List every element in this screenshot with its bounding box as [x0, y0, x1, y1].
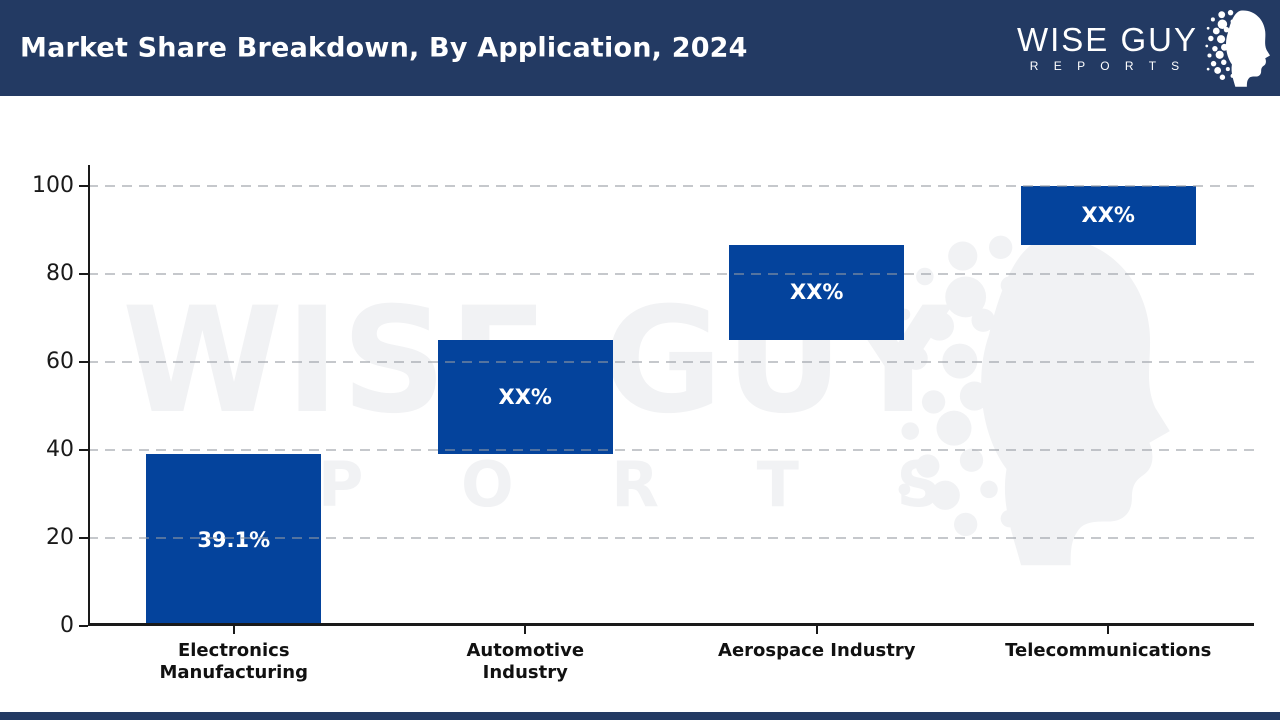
- y-tick-label: 60: [46, 349, 74, 374]
- y-tick-mark: [79, 273, 88, 275]
- bar-3: XX%: [729, 244, 905, 340]
- y-tick-label: 0: [60, 613, 74, 638]
- bar-value-label: XX%: [790, 280, 844, 305]
- plot-area: 39.1% XX% XX% XX% 0 20 40 60 80 100 Electronics Ma…: [32, 165, 1254, 683]
- bar-value-label: XX%: [1081, 203, 1135, 228]
- logo-text: WISE GUY R E P O R T S: [1016, 20, 1198, 74]
- y-tick-mark: [79, 537, 88, 539]
- y-tick-mark: [79, 185, 88, 187]
- x-axis-spine: [88, 623, 1254, 626]
- gridline-100: [88, 185, 1254, 187]
- x-tick-mark: [232, 626, 235, 634]
- x-tick-mark: [1107, 626, 1110, 634]
- gridline-20: [88, 537, 1254, 539]
- y-tick-label: 80: [46, 261, 74, 286]
- y-tick-mark: [79, 361, 88, 363]
- header-bar: Market Share Breakdown, By Application, …: [0, 0, 1280, 96]
- y-tick-mark: [79, 625, 88, 627]
- y-tick-label: 100: [32, 173, 74, 198]
- bar-value-label: XX%: [498, 384, 552, 409]
- chart-title: Market Share Breakdown, By Application, …: [20, 32, 748, 64]
- bar-4: XX%: [1020, 186, 1196, 245]
- chart-area: WISE GUY E P O R T S 39.1%XX%XX%XX%02040…: [0, 96, 1280, 712]
- y-tick-label: 40: [46, 437, 74, 462]
- logo-subtitle: R E P O R T S: [1029, 59, 1186, 74]
- y-tick-mark: [79, 449, 88, 451]
- gridline-60: [88, 361, 1254, 363]
- x-category-label: Electronics Manufacturing: [159, 640, 309, 683]
- gridline-40: [88, 449, 1254, 451]
- y-axis-spine: [88, 165, 90, 626]
- bar-2: XX%: [437, 340, 613, 454]
- wiseguy-head-icon: [1202, 7, 1270, 89]
- x-category-label: Aerospace Industry: [718, 640, 916, 661]
- gridline-80: [88, 273, 1254, 275]
- bar-1: 39.1%: [146, 453, 322, 626]
- y-tick-label: 20: [46, 525, 74, 550]
- logo-wordmark: WISE GUY: [1016, 20, 1198, 58]
- x-tick-mark: [815, 626, 818, 634]
- x-category-label: Telecommunications: [1005, 640, 1212, 661]
- wiseguy-logo: WISE GUY R E P O R T S: [1017, 5, 1270, 91]
- x-category-label: Automotive Industry: [466, 640, 585, 683]
- x-tick-mark: [524, 626, 527, 634]
- bar-value-label: 39.1%: [197, 527, 271, 552]
- bottom-strip: [0, 712, 1280, 720]
